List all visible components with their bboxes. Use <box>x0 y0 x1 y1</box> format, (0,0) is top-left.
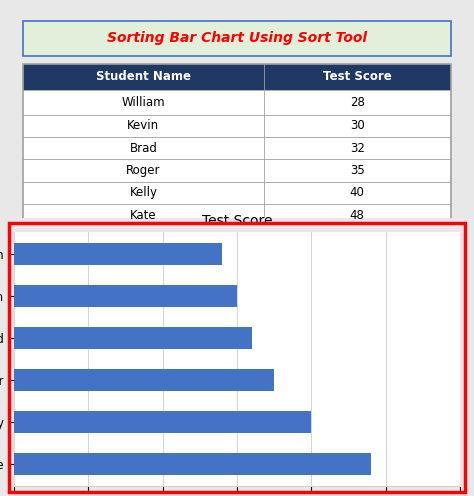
Bar <box>14 411 311 433</box>
FancyBboxPatch shape <box>23 159 451 182</box>
Text: 48: 48 <box>350 209 365 222</box>
Text: Kelly: Kelly <box>129 186 157 199</box>
Bar <box>14 453 371 475</box>
Text: William: William <box>122 96 165 109</box>
Text: Sorting Bar Chart Using Sort Tool: Sorting Bar Chart Using Sort Tool <box>107 31 367 45</box>
Bar <box>14 327 252 349</box>
Text: Student Name: Student Name <box>96 70 191 83</box>
FancyBboxPatch shape <box>23 90 451 115</box>
Text: Kevin: Kevin <box>128 119 159 132</box>
Text: 35: 35 <box>350 164 365 177</box>
Title: Test Score: Test Score <box>202 214 272 228</box>
Bar <box>14 244 222 265</box>
Text: 32: 32 <box>350 141 365 155</box>
Text: Kate: Kate <box>130 209 157 222</box>
Text: Test Score: Test Score <box>323 70 392 83</box>
FancyBboxPatch shape <box>23 204 451 226</box>
FancyBboxPatch shape <box>23 21 451 56</box>
Text: 30: 30 <box>350 119 365 132</box>
Bar <box>14 285 237 307</box>
FancyBboxPatch shape <box>23 115 451 137</box>
Bar <box>14 369 274 391</box>
FancyBboxPatch shape <box>23 182 451 204</box>
Text: 28: 28 <box>350 96 365 109</box>
Text: Roger: Roger <box>126 164 161 177</box>
FancyBboxPatch shape <box>23 137 451 159</box>
FancyBboxPatch shape <box>23 63 451 90</box>
Text: 40: 40 <box>350 186 365 199</box>
Text: Brad: Brad <box>129 141 157 155</box>
